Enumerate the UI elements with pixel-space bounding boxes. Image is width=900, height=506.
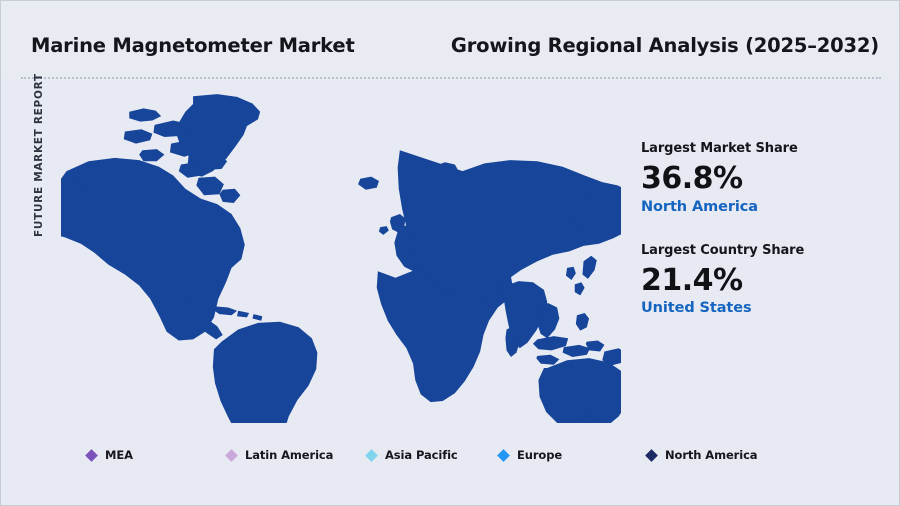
legend-item-asia-pacific: Asia Pacific [365, 448, 458, 462]
legend-label: North America [665, 448, 758, 462]
legend-diamond-icon [645, 448, 658, 462]
legend-diamond-icon [225, 448, 238, 462]
legend-diamond-icon [365, 448, 378, 462]
legend-item-latin-america: Latin America [225, 448, 334, 462]
stat-value: 21.4% [641, 262, 743, 298]
legend: MEA Latin America Asia Pacific Europe No… [85, 448, 827, 470]
legend-label: Europe [517, 448, 563, 462]
map-landmasses [61, 94, 621, 423]
stat-largest-market-share: Largest Market Share 36.8% North America [641, 141, 881, 215]
header: Marine Magnetometer Market Growing Regio… [1, 1, 899, 79]
header-subtitle: Growing Regional Analysis (2025–2032) [450, 34, 879, 57]
header-divider [21, 77, 881, 79]
legend-item-europe: Europe [497, 448, 563, 462]
stat-label: Largest Country Share [641, 242, 805, 258]
legend-diamond-icon [85, 448, 98, 462]
stats-panel: Largest Market Share 36.8% North America… [641, 141, 881, 344]
legend-label: Latin America [245, 448, 334, 462]
stat-region: North America [641, 198, 758, 215]
stat-largest-country-share: Largest Country Share 21.4% United State… [641, 243, 881, 317]
legend-label: MEA [105, 448, 133, 462]
legend-diamond-icon [497, 448, 510, 462]
legend-item-mea: MEA [85, 448, 133, 462]
stat-region: United States [641, 300, 752, 316]
brand-watermark: FUTURE MARKET REPORT [33, 73, 45, 237]
world-map [61, 93, 621, 423]
page-title: Marine Magnetometer Market [31, 34, 355, 57]
world-map-svg [61, 94, 621, 423]
legend-label: Asia Pacific [385, 448, 458, 462]
stat-value: 36.8% [641, 161, 743, 196]
legend-item-north-america: North America [645, 448, 758, 462]
stat-label: Largest Market Share [641, 141, 798, 156]
